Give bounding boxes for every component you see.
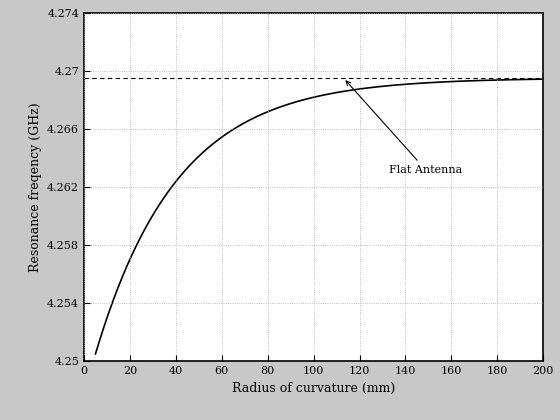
X-axis label: Radius of curvature (mm): Radius of curvature (mm) xyxy=(232,382,395,395)
Text: Flat Antenna: Flat Antenna xyxy=(346,81,463,175)
Y-axis label: Resonance freqency (GHz): Resonance freqency (GHz) xyxy=(29,102,41,272)
